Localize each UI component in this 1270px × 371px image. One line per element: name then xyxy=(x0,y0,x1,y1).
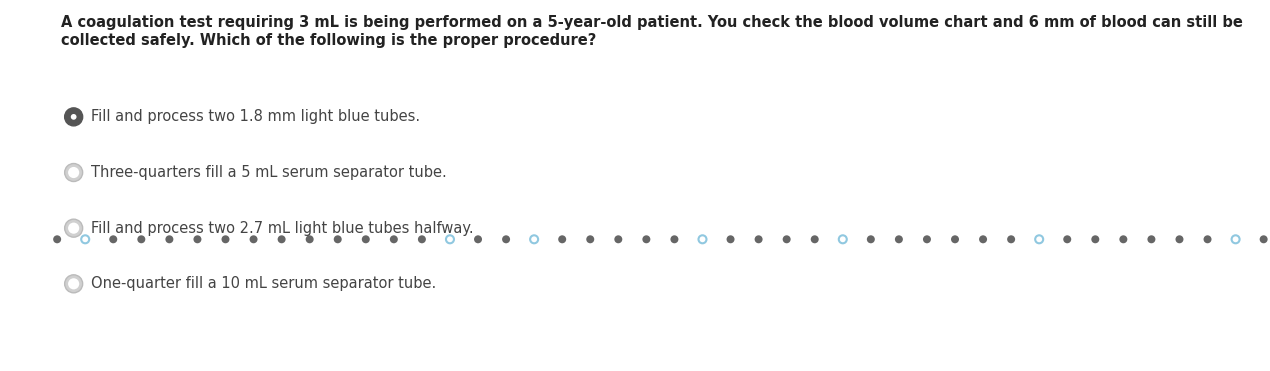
Circle shape xyxy=(474,235,483,243)
Circle shape xyxy=(65,164,83,181)
Circle shape xyxy=(1176,235,1184,243)
Circle shape xyxy=(1063,235,1071,243)
Circle shape xyxy=(895,235,903,243)
Circle shape xyxy=(1260,235,1267,243)
Circle shape xyxy=(334,235,342,243)
Circle shape xyxy=(1091,235,1100,243)
Circle shape xyxy=(137,235,145,243)
Circle shape xyxy=(923,235,931,243)
Text: Three-quarters fill a 5 mL serum separator tube.: Three-quarters fill a 5 mL serum separat… xyxy=(90,165,447,180)
Circle shape xyxy=(109,235,117,243)
Circle shape xyxy=(306,235,314,243)
Circle shape xyxy=(250,235,258,243)
Circle shape xyxy=(71,114,76,120)
Circle shape xyxy=(810,235,819,243)
Circle shape xyxy=(221,235,230,243)
Circle shape xyxy=(1204,235,1212,243)
Circle shape xyxy=(69,278,79,289)
Circle shape xyxy=(782,235,791,243)
Circle shape xyxy=(643,235,650,243)
Circle shape xyxy=(615,235,622,243)
Text: A coagulation test requiring 3 mL is being performed on a 5-year-old patient. Yo: A coagulation test requiring 3 mL is bei… xyxy=(61,15,1243,30)
Circle shape xyxy=(867,235,875,243)
Circle shape xyxy=(390,235,398,243)
Text: collected safely. Which of the following is the proper procedure?: collected safely. Which of the following… xyxy=(61,33,597,48)
Circle shape xyxy=(502,235,511,243)
Text: One-quarter fill a 10 mL serum separator tube.: One-quarter fill a 10 mL serum separator… xyxy=(90,276,436,291)
Circle shape xyxy=(193,235,202,243)
Circle shape xyxy=(1007,235,1015,243)
Circle shape xyxy=(278,235,286,243)
Circle shape xyxy=(69,167,79,178)
Circle shape xyxy=(671,235,678,243)
Circle shape xyxy=(53,235,61,243)
Circle shape xyxy=(726,235,734,243)
Circle shape xyxy=(418,235,425,243)
Circle shape xyxy=(65,108,83,126)
Text: Fill and process two 1.8 mm light blue tubes.: Fill and process two 1.8 mm light blue t… xyxy=(90,109,420,124)
Circle shape xyxy=(65,219,83,237)
Circle shape xyxy=(587,235,594,243)
Circle shape xyxy=(362,235,370,243)
Circle shape xyxy=(1147,235,1156,243)
Circle shape xyxy=(69,223,79,234)
Circle shape xyxy=(65,275,83,293)
Text: Fill and process two 2.7 mL light blue tubes halfway.: Fill and process two 2.7 mL light blue t… xyxy=(90,221,474,236)
Circle shape xyxy=(951,235,959,243)
Circle shape xyxy=(754,235,762,243)
Circle shape xyxy=(979,235,987,243)
Circle shape xyxy=(559,235,566,243)
Circle shape xyxy=(165,235,174,243)
Circle shape xyxy=(1119,235,1128,243)
